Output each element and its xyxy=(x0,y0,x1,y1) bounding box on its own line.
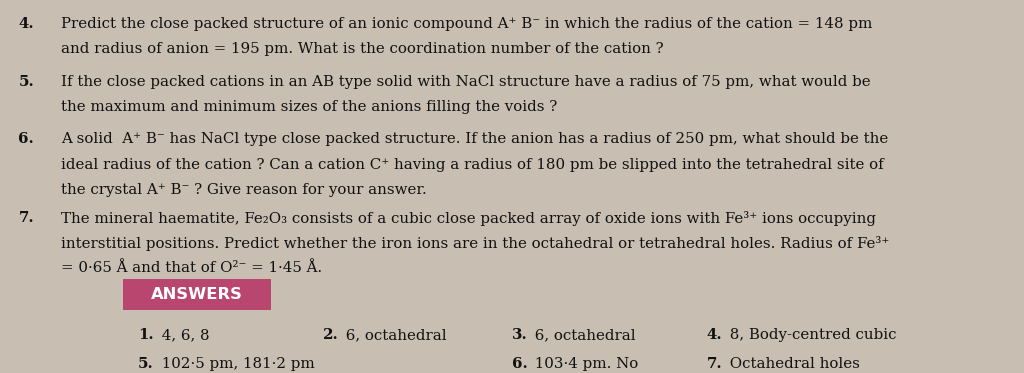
Text: 7.: 7. xyxy=(707,357,722,372)
Text: ANSWERS: ANSWERS xyxy=(152,287,243,302)
Text: 2.: 2. xyxy=(323,328,338,342)
Text: and radius of anion = 195 pm. What is the coordination number of the cation ?: and radius of anion = 195 pm. What is th… xyxy=(61,42,665,56)
FancyBboxPatch shape xyxy=(123,279,271,310)
Text: If the close packed cations in an AB type solid with NaCl structure have a radiu: If the close packed cations in an AB typ… xyxy=(61,75,871,89)
Text: 1.: 1. xyxy=(138,328,154,342)
Text: 4.: 4. xyxy=(707,328,722,342)
Text: 4.: 4. xyxy=(18,17,34,31)
Text: 6, octahedral: 6, octahedral xyxy=(530,328,636,342)
Text: 5.: 5. xyxy=(18,75,34,89)
Text: 6.: 6. xyxy=(18,132,34,147)
Text: interstitial positions. Predict whether the iron ions are in the octahedral or t: interstitial positions. Predict whether … xyxy=(61,236,890,251)
Text: 102·5 pm, 181·2 pm: 102·5 pm, 181·2 pm xyxy=(157,357,314,372)
Text: 4, 6, 8: 4, 6, 8 xyxy=(157,328,209,342)
Text: 3.: 3. xyxy=(512,328,527,342)
Text: 6, octahedral: 6, octahedral xyxy=(341,328,446,342)
Text: Octahedral holes: Octahedral holes xyxy=(725,357,860,372)
Text: The mineral haematite, Fe₂O₃ consists of a cubic close packed array of oxide ion: The mineral haematite, Fe₂O₃ consists of… xyxy=(61,211,877,226)
Text: Predict the close packed structure of an ionic compound A⁺ B⁻ in which the radiu: Predict the close packed structure of an… xyxy=(61,17,872,31)
Text: the crystal A⁺ B⁻ ? Give reason for your answer.: the crystal A⁺ B⁻ ? Give reason for your… xyxy=(61,183,427,197)
Text: = 0·65 Å and that of O²⁻ = 1·45 Å.: = 0·65 Å and that of O²⁻ = 1·45 Å. xyxy=(61,261,323,276)
Text: 6.: 6. xyxy=(512,357,527,372)
Text: the maximum and minimum sizes of the anions filling the voids ?: the maximum and minimum sizes of the ani… xyxy=(61,100,558,114)
Text: 5.: 5. xyxy=(138,357,154,372)
Text: 7.: 7. xyxy=(18,211,34,225)
Text: 103·4 pm. No: 103·4 pm. No xyxy=(530,357,639,372)
Text: A solid  A⁺ B⁻ has NaCl type close packed structure. If the anion has a radius o: A solid A⁺ B⁻ has NaCl type close packed… xyxy=(61,132,889,147)
Text: 8, Body-centred cubic: 8, Body-centred cubic xyxy=(725,328,896,342)
Text: ideal radius of the cation ? Can a cation C⁺ having a radius of 180 pm be slippe: ideal radius of the cation ? Can a catio… xyxy=(61,158,884,172)
